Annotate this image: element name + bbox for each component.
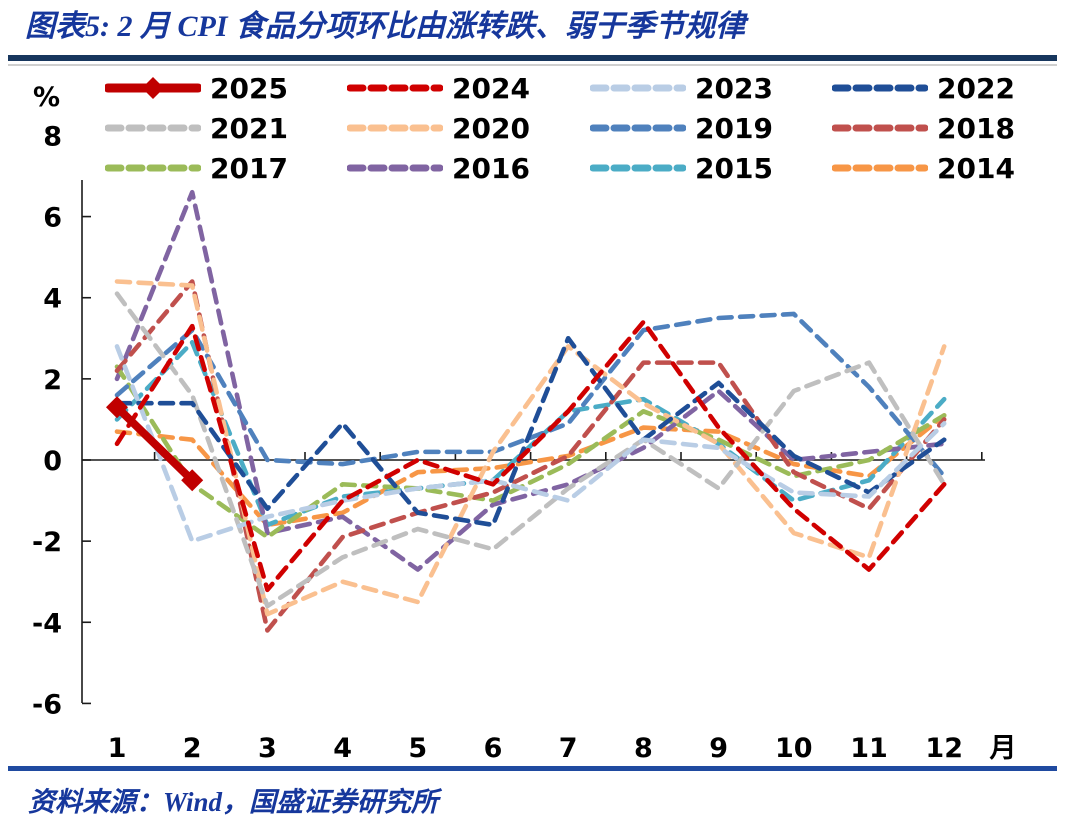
series-diamond-marker-2025 xyxy=(106,396,128,419)
x-axis-unit-label: 月 xyxy=(989,733,1017,764)
series-line-2019 xyxy=(114,311,947,479)
series-line-2021 xyxy=(114,291,947,609)
x-axis-label: 6 xyxy=(484,733,503,764)
y-axis-label: 0 xyxy=(43,446,62,477)
y-axis-label: 2 xyxy=(43,365,62,396)
series-line-2023 xyxy=(114,344,947,544)
x-axis-label: 8 xyxy=(634,733,653,764)
series-line-2016 xyxy=(114,189,947,572)
series-line-2020 xyxy=(114,279,947,617)
x-axis-label: 2 xyxy=(183,733,202,764)
series-line-2024 xyxy=(114,319,947,593)
x-axis-label: 10 xyxy=(775,733,813,764)
x-axis-label: 7 xyxy=(559,733,578,764)
y-axis-label: -4 xyxy=(32,608,62,639)
footer-rule xyxy=(8,766,1057,771)
y-axis-unit-label: % xyxy=(33,82,60,113)
title-underline-rule xyxy=(8,55,1057,61)
x-axis-label: 12 xyxy=(925,733,963,764)
x-axis-label: 9 xyxy=(709,733,728,764)
series-line-2014 xyxy=(114,413,947,528)
y-axis-label: -6 xyxy=(32,689,62,720)
x-axis-label: 4 xyxy=(333,733,352,764)
series-line-2022 xyxy=(114,335,947,528)
x-axis-label: 5 xyxy=(408,733,427,764)
x-axis-label: 1 xyxy=(108,733,127,764)
page-title: 图表5: 2 月 CPI 食品分项环比由涨转跌、弱于季节规律 xyxy=(25,10,745,43)
y-axis-label: 8 xyxy=(43,121,62,152)
series-line-2017 xyxy=(114,364,947,540)
series-diamond-marker-2025 xyxy=(181,469,204,492)
title-underline-thin-rule xyxy=(8,64,1057,66)
data-source-note: 资料来源：Wind，国盛证券研究所 xyxy=(28,787,439,817)
x-axis-label: 3 xyxy=(258,733,277,764)
y-axis-label: 4 xyxy=(43,284,62,315)
y-axis-label: -2 xyxy=(32,527,62,558)
y-axis-label: 6 xyxy=(43,203,62,234)
x-axis-label: 11 xyxy=(850,733,888,764)
series-line-2025 xyxy=(113,403,197,485)
